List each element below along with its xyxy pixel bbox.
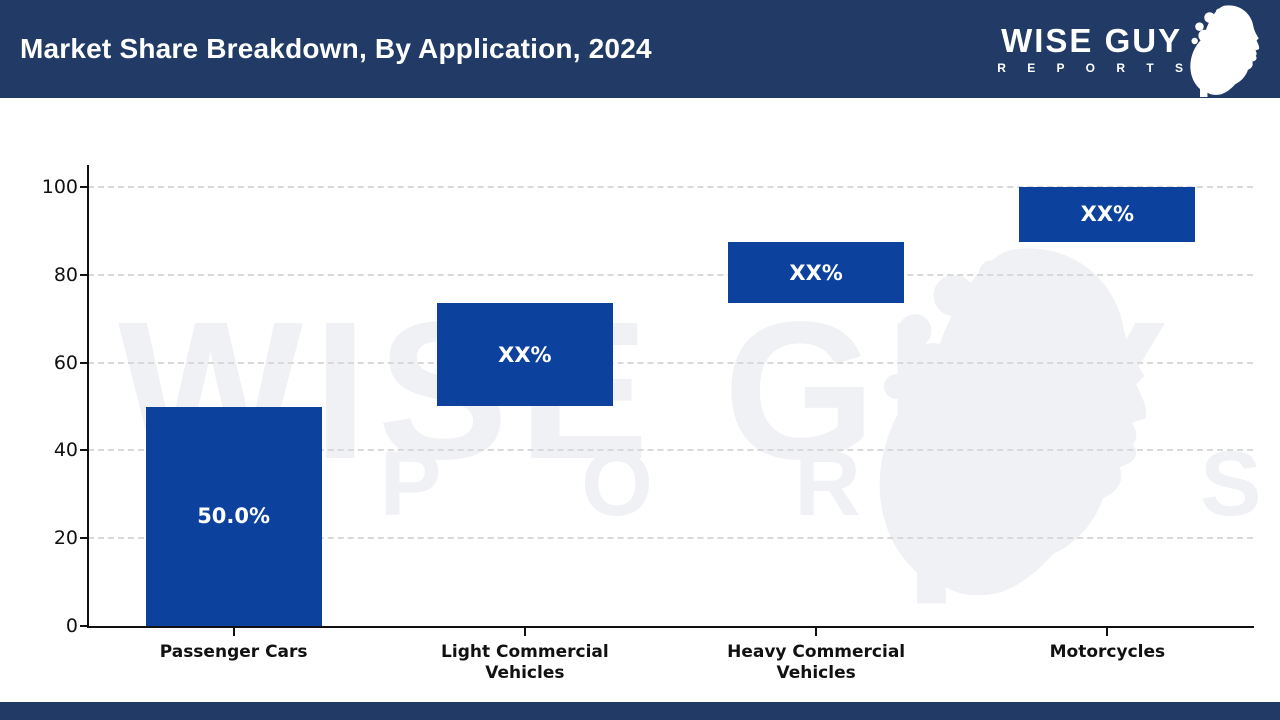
y-tick-mark-20 <box>80 537 87 540</box>
bar-heavy-commercial-vehicles: XX% <box>728 241 905 304</box>
bar-value-label: XX% <box>498 342 552 367</box>
y-tick-mark-100 <box>80 186 87 188</box>
y-tick-label-100: 100 <box>41 176 78 198</box>
header-bar: Market Share Breakdown, By Application, … <box>0 0 1280 98</box>
logo-line2: R E P O R T S <box>997 61 1192 75</box>
y-axis <box>87 165 89 628</box>
y-tick-label-20: 20 <box>53 527 78 550</box>
bar-value-label: XX% <box>789 260 843 285</box>
page-title: Market Share Breakdown, By Application, … <box>20 33 652 64</box>
y-tick-mark-80 <box>80 273 87 276</box>
y-tick-mark-0 <box>80 625 87 627</box>
wise-guy-logo: WISE GUY R E P O R T S <box>991 1 1280 97</box>
gridline-60 <box>88 361 1253 364</box>
category-label-1: Light Commercial Vehicles <box>441 642 609 684</box>
plot-area: 0 20 40 60 80 100 50.0% Passenger Cars XX% Light … <box>0 98 1280 702</box>
x-tick-mark-0 <box>232 628 235 636</box>
footer-bar <box>0 702 1280 720</box>
category-label-3: Motorcycles <box>1049 642 1166 662</box>
x-axis <box>87 626 1254 628</box>
bar-value-label: XX% <box>1080 202 1135 227</box>
logo-text: WISE GUY R E P O R T S <box>991 24 1192 74</box>
gridline-40 <box>88 449 1253 452</box>
x-tick-mark-2 <box>815 628 818 636</box>
category-label-0: Passenger Cars <box>159 642 308 662</box>
y-tick-mark-60 <box>80 361 87 364</box>
y-tick-mark-40 <box>80 449 87 452</box>
y-tick-label-80: 80 <box>53 263 78 286</box>
bar-value-label: 50.0% <box>197 504 271 529</box>
bar-passenger-cars: 50.0% <box>145 406 322 626</box>
gridline-20 <box>88 537 1253 540</box>
x-tick-mark-1 <box>523 628 526 636</box>
bar-light-commercial-vehicles: XX% <box>436 303 613 407</box>
y-tick-label-0: 0 <box>65 615 78 637</box>
category-label-2: Heavy Commercial Vehicles <box>727 642 906 684</box>
logo-line1: WISE GUY <box>1001 22 1183 59</box>
bar-motorcycles: XX% <box>1019 187 1196 242</box>
gridline-100 <box>88 186 1253 188</box>
y-tick-label-40: 40 <box>53 439 78 462</box>
x-tick-mark-3 <box>1106 628 1109 636</box>
gridline-80 <box>88 273 1253 276</box>
watermark-head-icon <box>879 248 1147 604</box>
logo-head-icon <box>1190 5 1260 97</box>
y-tick-label-60: 60 <box>53 351 78 374</box>
